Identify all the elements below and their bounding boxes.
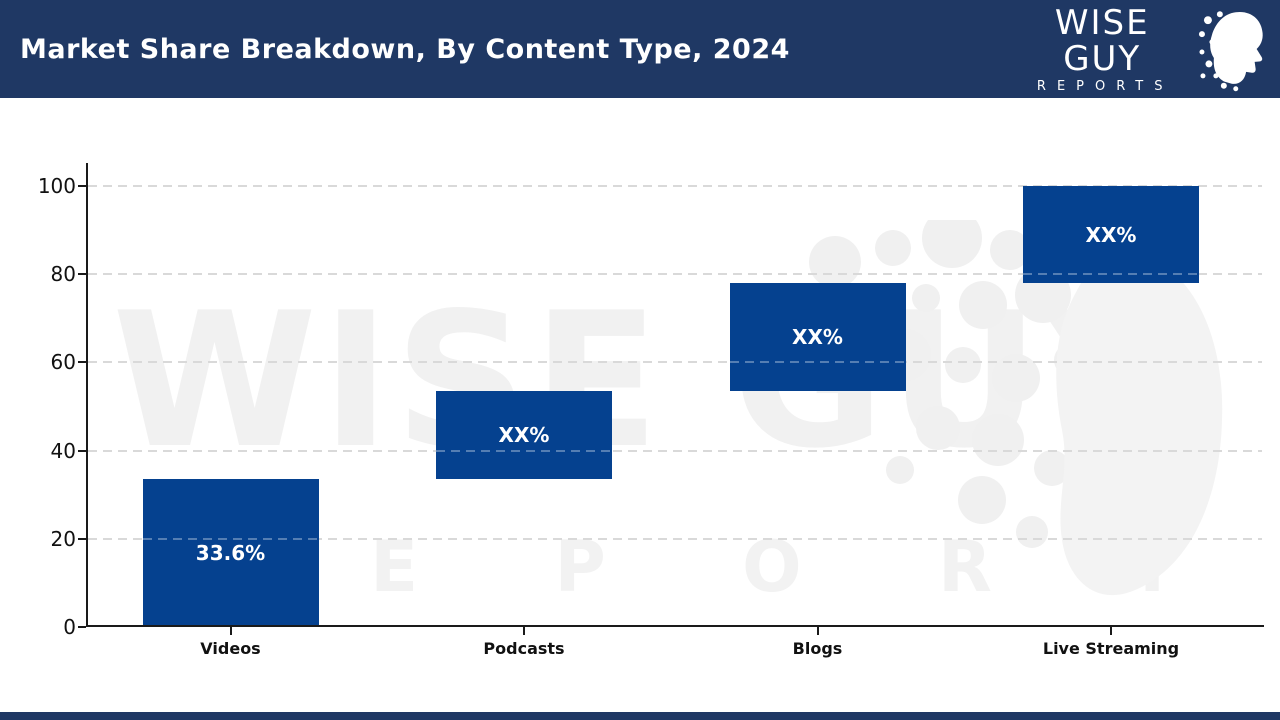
y-axis-tick-label: 0 [63, 615, 76, 639]
y-axis-tick [78, 537, 86, 540]
x-axis-label-blogs: Blogs [792, 639, 843, 658]
gridline-100 [88, 185, 1262, 187]
bar-live-streaming: XX% [1023, 186, 1199, 284]
y-axis-tick-label: 80 [50, 262, 76, 287]
x-axis-tick [523, 627, 525, 635]
y-axis-tick [78, 185, 86, 187]
gridline-40 [88, 449, 1262, 452]
x-axis-line [86, 625, 1264, 627]
gridline-60 [88, 361, 1262, 364]
y-axis-tick-label: 60 [50, 350, 76, 375]
bar-videos: 33.6% [142, 478, 319, 627]
x-axis-label-live-streaming: Live Streaming [1042, 639, 1180, 658]
logo-wiseguy-label: WISE GUY [1054, 2, 1150, 79]
footer-bar [0, 712, 1280, 720]
x-axis-tick [816, 627, 819, 635]
y-axis-tick [78, 273, 86, 276]
x-axis-tick [1110, 627, 1112, 635]
x-axis-tick [229, 627, 232, 635]
header-bar: Market Share Breakdown, By Content Type,… [0, 0, 1280, 98]
bar-value-label: XX% [792, 324, 843, 349]
gridline-20 [88, 537, 1262, 540]
x-axis-label-podcasts: Podcasts [483, 639, 565, 658]
logo-reports-label: REPORTS [1036, 78, 1174, 94]
y-axis-line [86, 163, 88, 627]
watermark-text-reports: R E P O R T S [180, 526, 1280, 608]
y-axis-tick-label: 20 [50, 526, 76, 551]
page-title: Market Share Breakdown, By Content Type,… [20, 33, 790, 65]
y-axis-tick [78, 361, 86, 364]
bar-podcasts: XX% [436, 390, 612, 479]
gridline-over-bar [436, 449, 612, 452]
bar-value-label: XX% [498, 422, 550, 447]
gridline-80 [88, 273, 1262, 276]
gridline-over-bar [729, 361, 906, 364]
y-axis-tick-label: 40 [50, 438, 76, 463]
watermark-text-wiseguy: WISE GUY [112, 272, 1183, 489]
y-axis-tick-label: 100 [37, 174, 76, 198]
gridline-over-bar [142, 537, 319, 540]
gridline-over-bar [1023, 273, 1199, 276]
x-axis-label-videos: Videos [200, 639, 261, 658]
logo-face-icon [1199, 11, 1264, 92]
wiseguy-logo: WISE GUY REPORTS [1010, 5, 1270, 94]
bar-value-label: XX% [1085, 222, 1137, 247]
wiseguy-logo-text: WISE GUY REPORTS [1010, 5, 1194, 94]
bar-value-label: 33.6% [195, 540, 266, 565]
y-axis-tick [78, 626, 86, 628]
y-axis-tick [78, 449, 86, 452]
bar-blogs: XX% [729, 283, 906, 391]
